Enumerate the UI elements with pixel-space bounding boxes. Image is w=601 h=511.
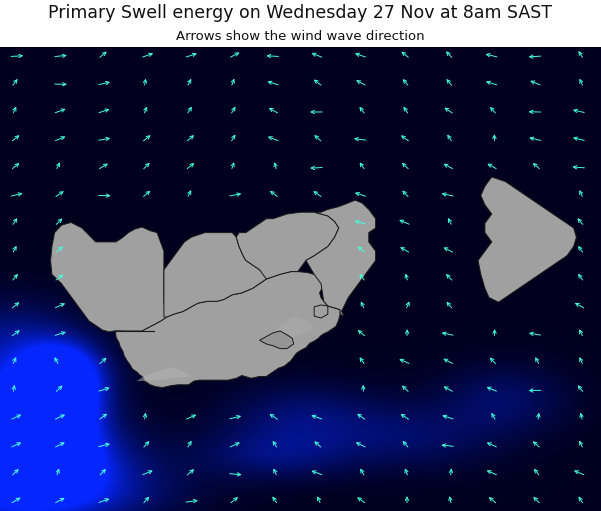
Polygon shape [164,233,266,317]
Polygon shape [306,200,376,316]
Polygon shape [314,305,328,318]
Polygon shape [50,222,166,332]
Polygon shape [136,367,191,381]
Polygon shape [115,271,340,387]
Text: Arrows show the wind wave direction: Arrows show the wind wave direction [176,30,425,43]
Polygon shape [260,331,294,349]
Polygon shape [236,212,339,279]
Text: Primary Swell energy on Wednesday 27 Nov at 8am SAST: Primary Swell energy on Wednesday 27 Nov… [49,4,552,22]
Polygon shape [273,316,314,339]
Polygon shape [478,177,576,302]
